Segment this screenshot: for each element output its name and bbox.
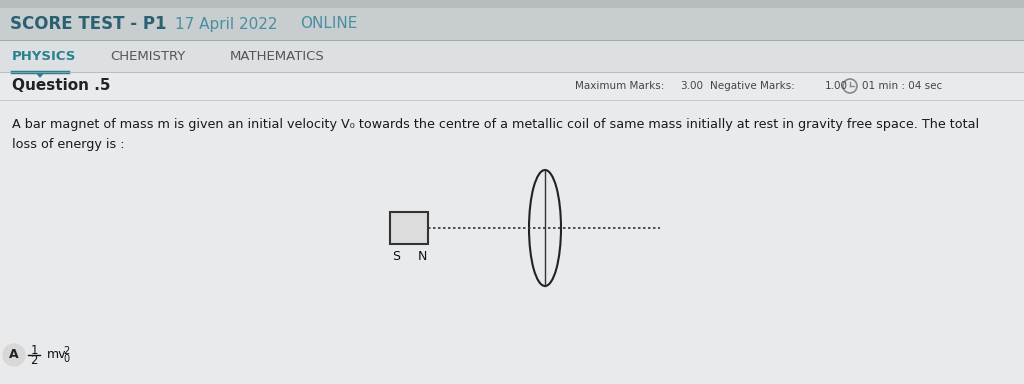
Text: S: S <box>392 250 400 263</box>
Text: Maximum Marks:: Maximum Marks: <box>575 81 665 91</box>
Text: 0: 0 <box>63 354 70 364</box>
FancyBboxPatch shape <box>390 212 428 244</box>
Text: Question .5: Question .5 <box>12 78 111 93</box>
FancyBboxPatch shape <box>0 0 1024 8</box>
Text: 1: 1 <box>31 344 38 358</box>
Text: PHYSICS: PHYSICS <box>12 50 77 63</box>
Text: SCORE TEST - P1: SCORE TEST - P1 <box>10 15 167 33</box>
Text: A: A <box>9 349 18 361</box>
Text: MATHEMATICS: MATHEMATICS <box>230 50 325 63</box>
Text: ONLINE: ONLINE <box>300 17 357 31</box>
Text: 17 April 2022: 17 April 2022 <box>175 17 278 31</box>
Polygon shape <box>36 72 44 77</box>
Text: 3.00: 3.00 <box>680 81 703 91</box>
Text: CHEMISTRY: CHEMISTRY <box>110 50 185 63</box>
Text: mv: mv <box>47 349 67 361</box>
FancyBboxPatch shape <box>0 40 1024 72</box>
Text: 2: 2 <box>63 346 70 356</box>
Text: loss of energy is :: loss of energy is : <box>12 138 125 151</box>
Text: N: N <box>418 250 427 263</box>
Text: 01 min : 04 sec: 01 min : 04 sec <box>862 81 942 91</box>
FancyBboxPatch shape <box>0 8 1024 40</box>
Text: 1.00: 1.00 <box>825 81 848 91</box>
Text: Negative Marks:: Negative Marks: <box>710 81 795 91</box>
Text: A bar magnet of mass m is given an initial velocity V₀ towards the centre of a m: A bar magnet of mass m is given an initi… <box>12 118 979 131</box>
Circle shape <box>3 344 25 366</box>
Text: 2: 2 <box>31 354 38 366</box>
